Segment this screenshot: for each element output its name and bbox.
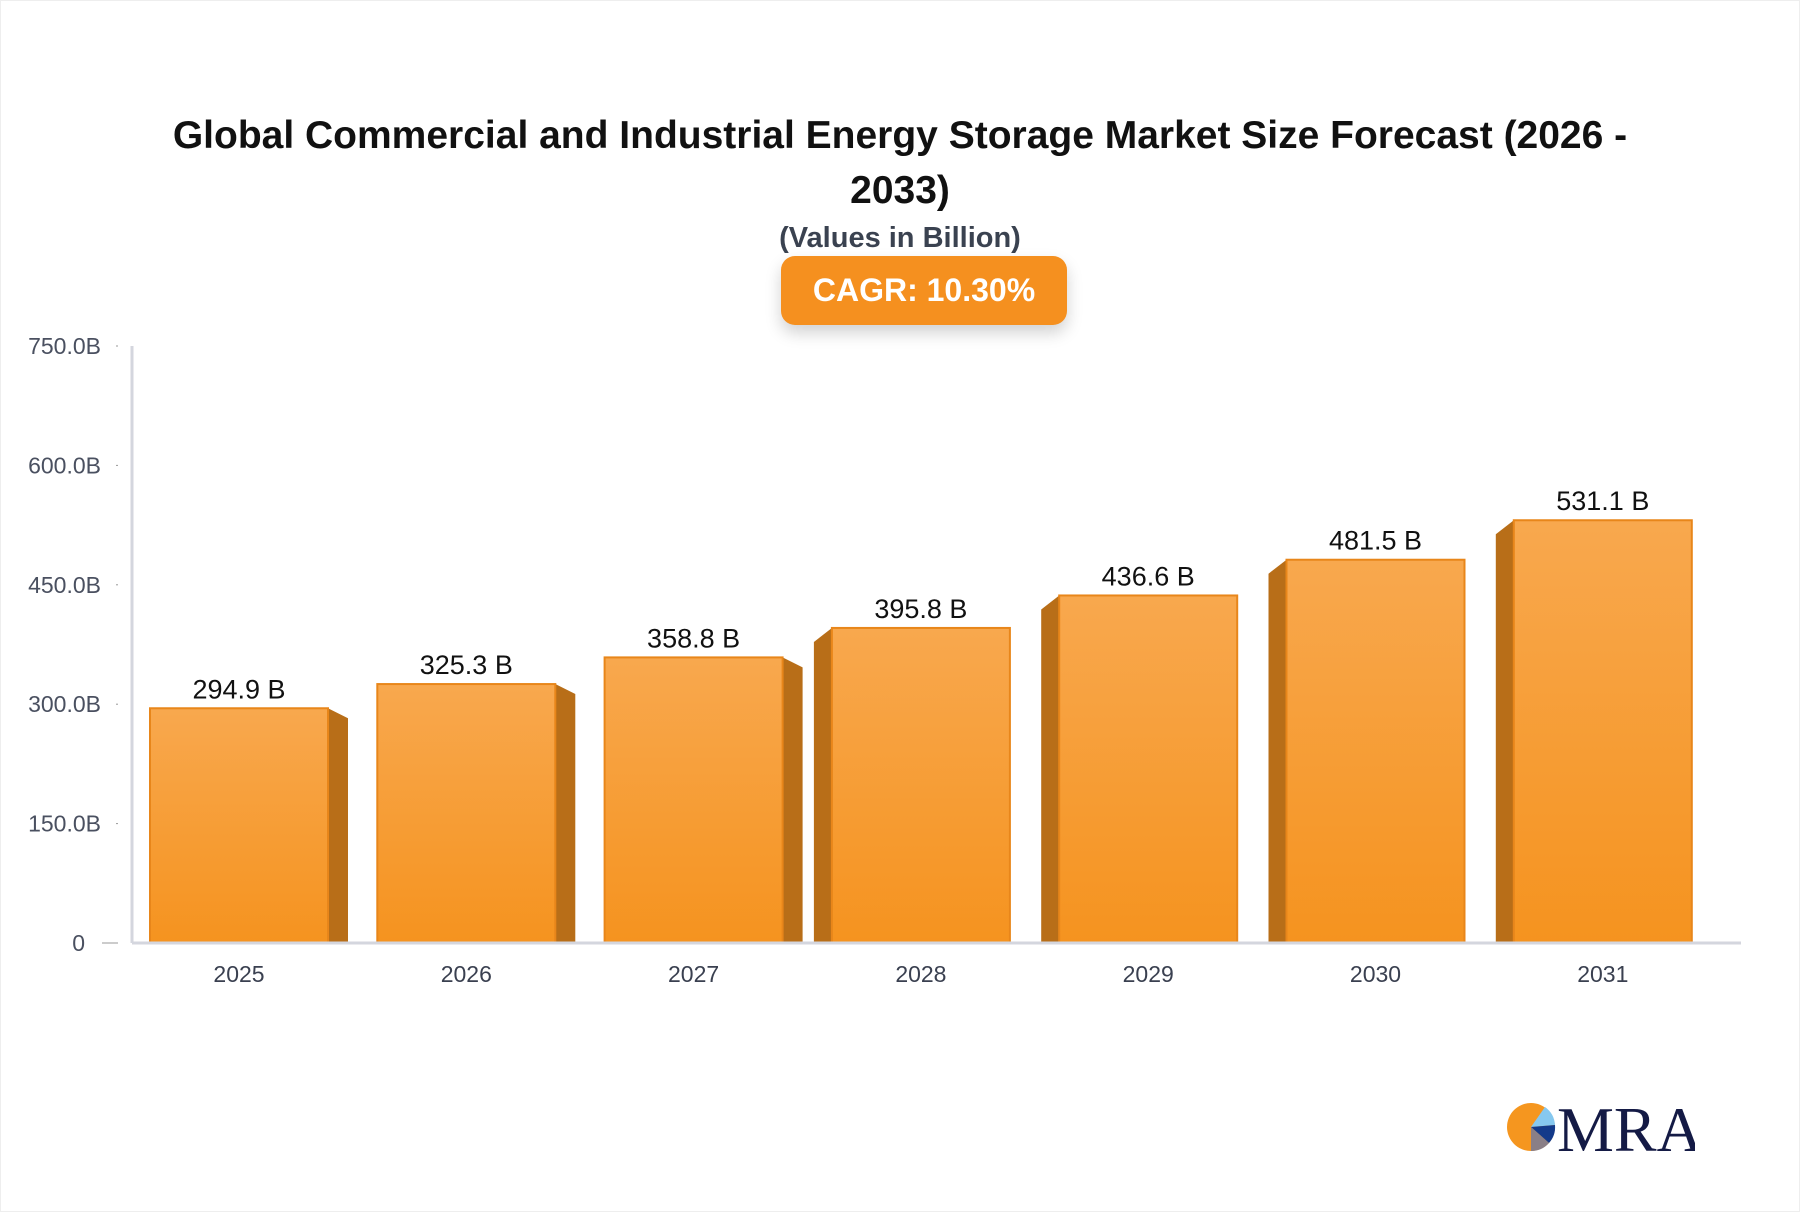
bar-side-face <box>813 627 832 943</box>
data-label: 436.6 B <box>1102 561 1195 591</box>
bar-2029 <box>1058 594 1239 944</box>
bar-2030 <box>1285 558 1466 944</box>
y-tick-label: 600.0B <box>28 452 101 478</box>
data-label: 358.8 B <box>647 623 740 653</box>
y-tick-label: 300.0B <box>28 691 101 717</box>
x-tick-label: 2026 <box>441 961 492 987</box>
x-tick-label: 2029 <box>1123 961 1174 987</box>
bar-side-face <box>1041 595 1060 943</box>
bar-side-face <box>782 657 803 943</box>
chart-subtitle: (Values in Billion) <box>779 222 1021 254</box>
cagr-badge: CAGR: 10.30% <box>781 256 1067 325</box>
svg-text:MRA: MRA <box>1557 1095 1695 1157</box>
bar-2027 <box>603 656 784 944</box>
data-label: 294.9 B <box>192 674 285 704</box>
y-tick-label: 0 <box>72 930 85 956</box>
chart-title: Global Commercial and Industrial Energy … <box>172 114 1628 212</box>
data-label: 325.3 B <box>420 650 513 680</box>
bar-side-face <box>1268 559 1287 943</box>
bar-side-face <box>555 684 576 943</box>
bar-2026 <box>376 683 557 945</box>
data-label: 395.8 B <box>874 594 967 624</box>
bar-side-face <box>328 708 348 943</box>
bar-2031 <box>1512 519 1693 944</box>
x-tick-label: 2031 <box>1577 961 1628 987</box>
data-label: 531.1 B <box>1556 486 1649 516</box>
x-tick-label: 2027 <box>668 961 719 987</box>
y-tick-label: 450.0B <box>28 572 101 598</box>
mra-logo: MRA <box>1505 1095 1695 1157</box>
x-tick-label: 2028 <box>895 961 946 987</box>
x-tick-label: 2030 <box>1350 961 1401 987</box>
x-tick-label: 2025 <box>213 961 264 987</box>
bar-side-face <box>1495 520 1514 943</box>
logo-pie-icon: MRA <box>1507 1095 1695 1157</box>
y-tick-label: 150.0B <box>28 811 101 837</box>
bar-2028 <box>830 626 1011 944</box>
bar-2025 <box>149 707 329 944</box>
data-label: 481.5 B <box>1329 526 1422 556</box>
y-tick-label: 750.0B <box>28 333 101 359</box>
